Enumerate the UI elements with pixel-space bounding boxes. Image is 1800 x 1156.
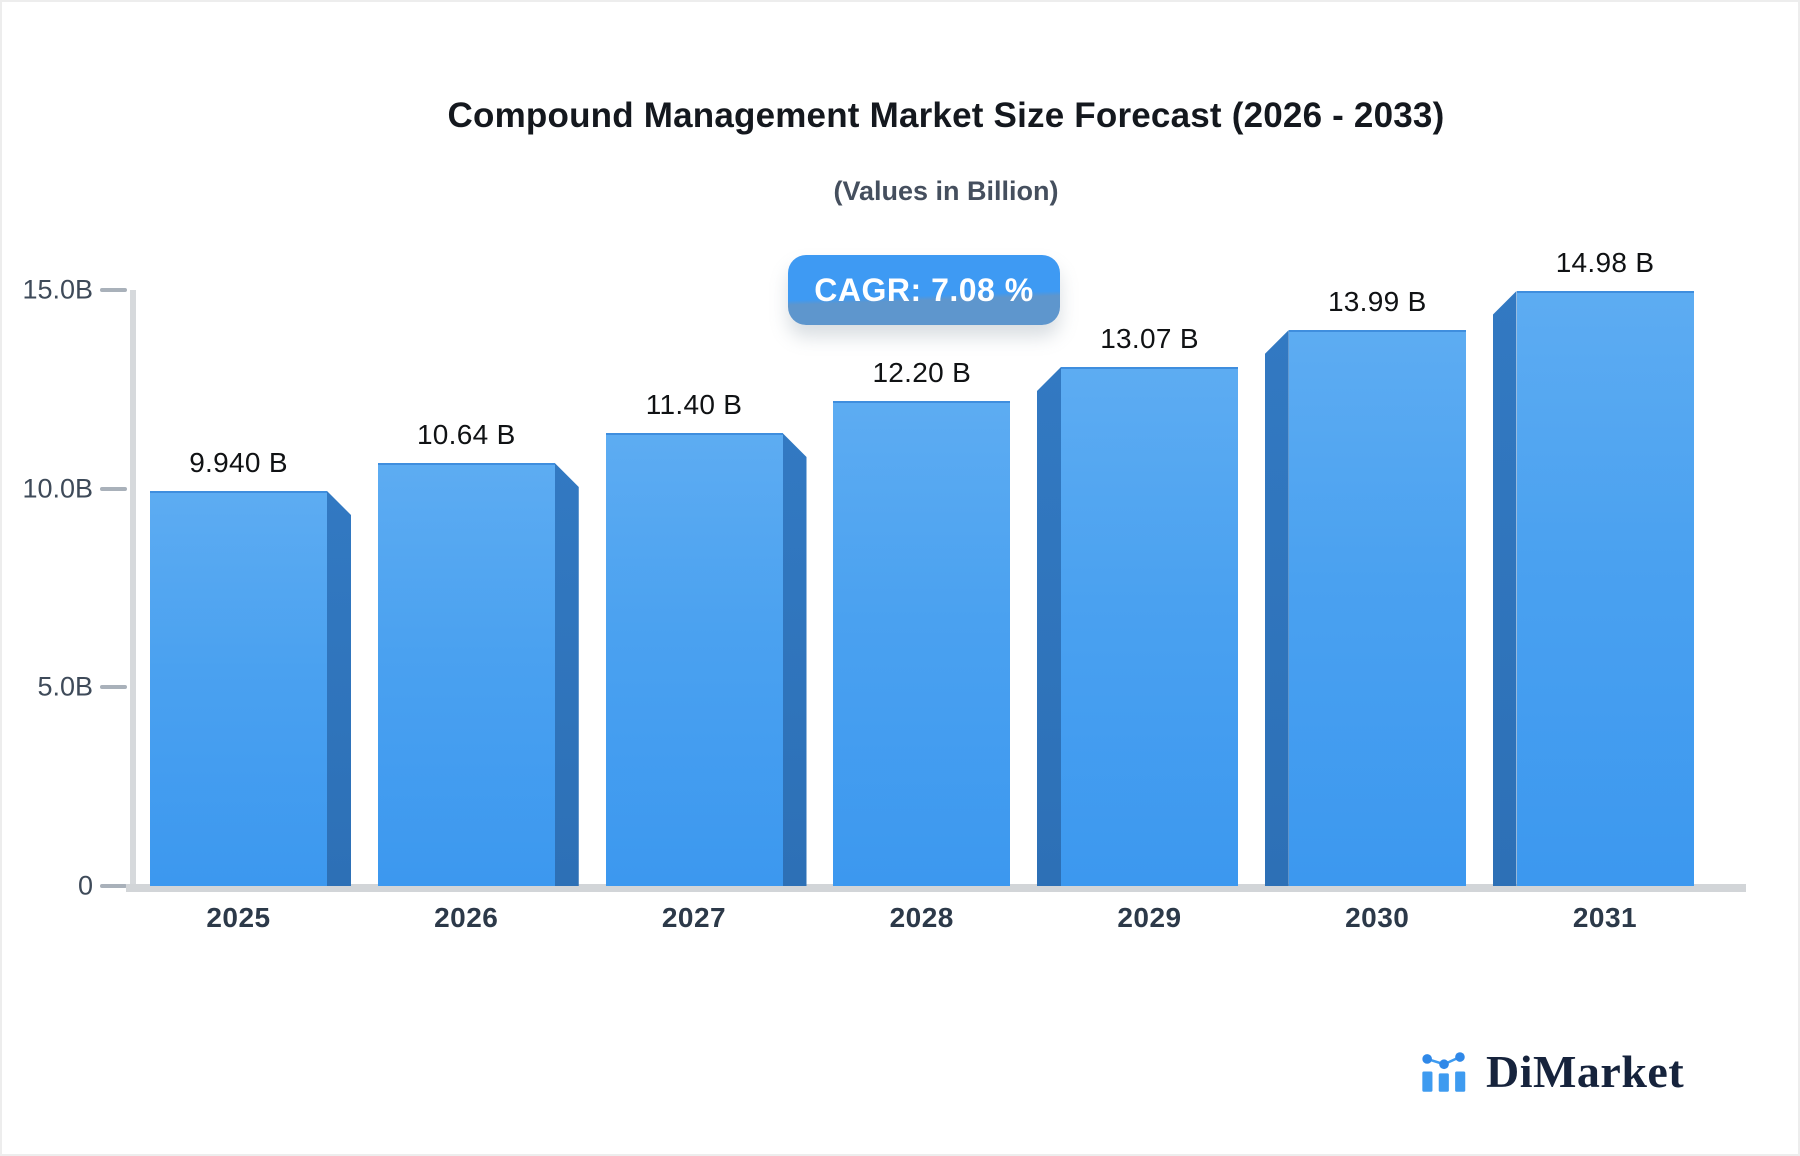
bar-2031	[1516, 291, 1694, 886]
brand-logo: DiMarket	[1418, 1038, 1684, 1098]
cagr-badge: CAGR: 7.08 %	[788, 255, 1060, 325]
brand-name: DiMarket	[1486, 1046, 1685, 1097]
x-axis-year-label: 2030	[1345, 902, 1410, 933]
bar-chart-logo-icon	[1422, 1052, 1466, 1092]
bar-3d-side	[1037, 367, 1061, 886]
y-axis-line	[130, 290, 136, 886]
bar-value-label: 13.99 B	[1327, 286, 1427, 317]
bar-2026	[377, 463, 555, 886]
bar-2028	[833, 401, 1011, 886]
x-axis-year-label: 2026	[434, 902, 499, 933]
y-tick-mark	[100, 685, 127, 690]
chart-subtitle: (Values in Billion)	[833, 176, 1059, 206]
y-tick-label: 0	[77, 870, 93, 901]
y-tick-label: 5.0B	[37, 671, 93, 702]
x-axis-year-label: 2029	[1117, 902, 1182, 933]
bar-value-label: 13.07 B	[1100, 323, 1199, 354]
bar-2027	[605, 433, 783, 886]
bar-value-label: 10.64 B	[416, 419, 516, 450]
bar-2025	[150, 491, 327, 886]
bar-value-label: 12.20 B	[872, 357, 972, 388]
bar-2030	[1288, 330, 1466, 886]
x-axis-year-label: 2025	[206, 902, 271, 933]
bar-3d-side	[782, 433, 807, 886]
y-tick-mark	[100, 288, 127, 292]
bar-value-label: 11.40 B	[645, 389, 743, 420]
chart-title: Compound Management Market Size Forecast…	[447, 96, 1445, 135]
x-axis-baseline	[126, 884, 1746, 892]
bar-value-label: 14.98 B	[1555, 247, 1655, 278]
bar-3d-side	[327, 491, 351, 886]
y-tick-label: 15.0B	[22, 274, 93, 305]
bar-3d-side	[1264, 330, 1289, 886]
bar-3d-side	[1492, 291, 1517, 886]
y-tick-mark	[100, 486, 127, 491]
x-axis-year-label: 2027	[661, 902, 727, 933]
cagr-badge-label: CAGR: 7.08 %	[814, 271, 1034, 308]
y-tick-label: 10.0B	[22, 473, 93, 504]
x-axis-year-label: 2031	[1572, 902, 1638, 933]
bar-3d-side	[554, 463, 579, 886]
x-axis-year-label: 2028	[889, 902, 954, 933]
bar-value-label: 9.940 B	[189, 447, 288, 478]
bar-2029	[1061, 367, 1238, 886]
y-tick-mark	[100, 884, 127, 888]
